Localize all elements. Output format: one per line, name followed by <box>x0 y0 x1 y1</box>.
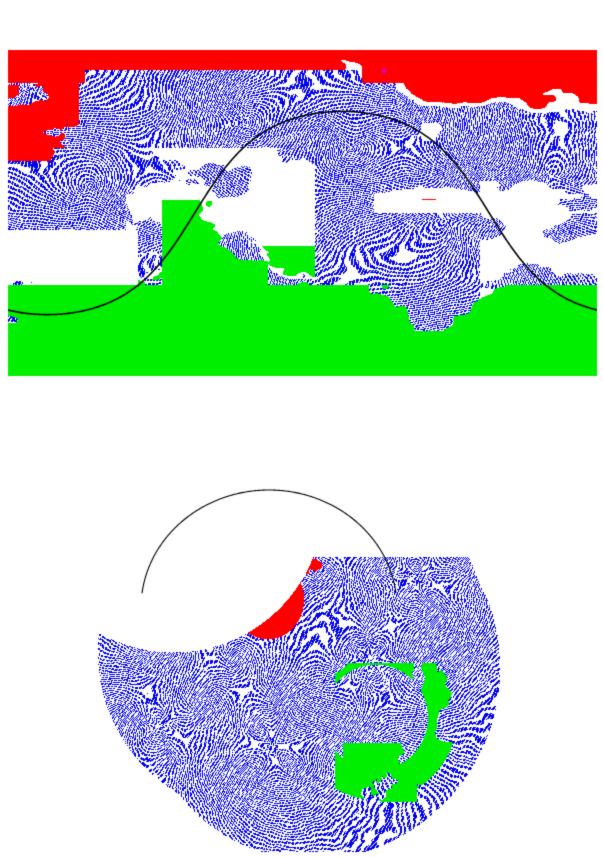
contour-plot-canvas <box>0 0 603 857</box>
figure-canvas-root <box>0 0 603 857</box>
